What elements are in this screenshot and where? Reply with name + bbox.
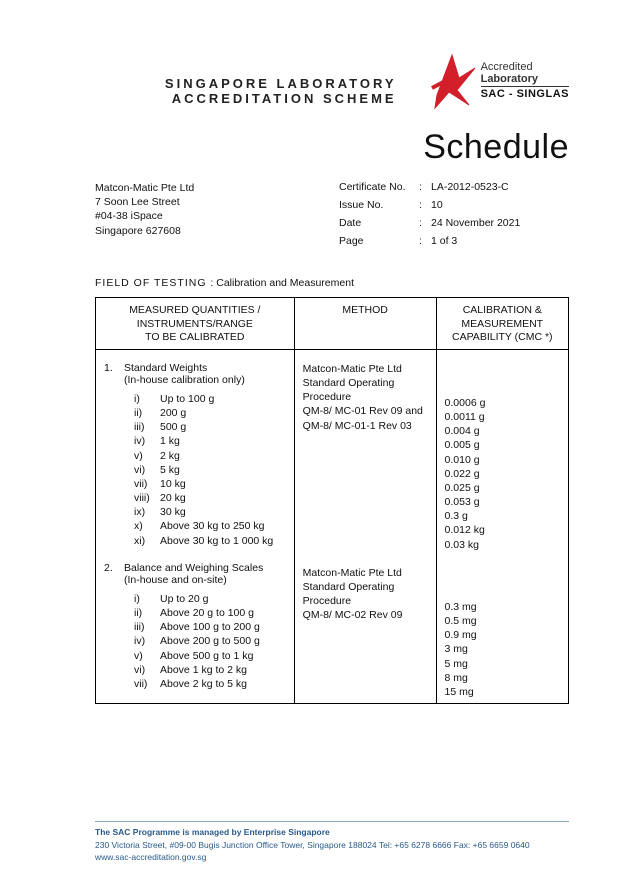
table-header-row: MEASURED QUANTITIES / INSTRUMENTS/RANGE … xyxy=(96,298,569,350)
page-value: 1 of 3 xyxy=(431,235,569,247)
field-label: FIELD OF TESTING xyxy=(95,277,206,289)
cmc-value: 0.0006 g xyxy=(445,396,560,410)
cmc-value: 0.004 g xyxy=(445,424,560,438)
list-item: xi)Above 30 kg to 1 000 kg xyxy=(134,534,286,548)
cmc-value: 0.012 kg xyxy=(445,523,560,537)
meta-issue: Issue No. : 10 xyxy=(339,199,569,211)
logo-accredited: Accredited xyxy=(481,61,569,73)
section1-title: Standard Weights (In-house calibration o… xyxy=(124,362,286,386)
header-line2: ACCREDITATION SCHEME xyxy=(95,91,427,106)
quantities-cell: 1. Standard Weights (In-house calibratio… xyxy=(96,349,295,703)
list-item: vii)Above 2 kg to 5 kg xyxy=(134,677,286,691)
section2-cmc: 0.3 mg0.5 mg0.9 mg3 mg5 mg8 mg15 mg xyxy=(445,600,560,699)
list-item: iii)500 g xyxy=(134,420,286,434)
list-item: i)Up to 20 g xyxy=(134,592,286,606)
info-block: Matcon-Matic Pte Ltd 7 Soon Lee Street #… xyxy=(95,181,569,253)
org-addr1: 7 Soon Lee Street xyxy=(95,195,194,209)
section1-head: 1. Standard Weights (In-house calibratio… xyxy=(104,362,286,386)
list-item: vii)10 kg xyxy=(134,477,286,491)
cmc-value: 0.03 kg xyxy=(445,538,560,552)
cmc-value: 0.3 mg xyxy=(445,600,560,614)
list-item: viii)20 kg xyxy=(134,491,286,505)
col-header-cmc: CALIBRATION & MEASUREMENT CAPABILITY (CM… xyxy=(436,298,568,350)
cmc-value: 0.053 g xyxy=(445,495,560,509)
cert-label: Certificate No. xyxy=(339,181,419,193)
list-item: iii)Above 100 g to 200 g xyxy=(134,620,286,634)
footer-line1: The SAC Programme is managed by Enterpri… xyxy=(95,826,569,839)
logo-text: Accredited Laboratory SAC - SINGLAS xyxy=(481,61,569,100)
cmc-value: 15 mg xyxy=(445,685,560,699)
logo-laboratory: Laboratory xyxy=(481,73,569,85)
cmc-value: 0.025 g xyxy=(445,481,560,495)
colon: : xyxy=(419,235,431,247)
org-addr2: #04-38 iSpace xyxy=(95,209,194,223)
cmc-value: 0.5 mg xyxy=(445,614,560,628)
table-body-row: 1. Standard Weights (In-house calibratio… xyxy=(96,349,569,703)
section1-cmc: 0.0006 g0.0011 g0.004 g0.005 g0.010 g0.0… xyxy=(445,396,560,552)
field-of-testing: FIELD OF TESTING : Calibration and Measu… xyxy=(95,277,569,289)
colon: : xyxy=(419,217,431,229)
list-item: ii)Above 20 g to 100 g xyxy=(134,606,286,620)
list-item: vi)Above 1 kg to 2 kg xyxy=(134,663,286,677)
date-value: 24 November 2021 xyxy=(431,217,569,229)
date-label: Date xyxy=(339,217,419,229)
org-addr3: Singapore 627608 xyxy=(95,224,194,238)
section2-num: 2. xyxy=(104,562,124,586)
colon: : xyxy=(419,199,431,211)
section1-items: i)Up to 100 gii)200 giii)500 giv)1 kgv)2… xyxy=(104,392,286,548)
footer: The SAC Programme is managed by Enterpri… xyxy=(95,821,569,864)
cmc-value: 5 mg xyxy=(445,657,560,671)
cmc-value: 0.010 g xyxy=(445,453,560,467)
page-label: Page xyxy=(339,235,419,247)
list-item: x)Above 30 kg to 250 kg xyxy=(134,519,286,533)
meta-page: Page : 1 of 3 xyxy=(339,235,569,247)
footer-line3: www.sac-accreditation.gov.sg xyxy=(95,851,569,864)
section1-method: Matcon-Matic Pte Ltd Standard Operating … xyxy=(303,362,428,433)
list-item: vi)5 kg xyxy=(134,463,286,477)
issue-label: Issue No. xyxy=(339,199,419,211)
meta-date: Date : 24 November 2021 xyxy=(339,217,569,229)
issue-value: 10 xyxy=(431,199,569,211)
cert-value: LA-2012-0523-C xyxy=(431,181,569,193)
list-item: iv)Above 200 g to 500 g xyxy=(134,634,286,648)
list-item: ii)200 g xyxy=(134,406,286,420)
method-cell: Matcon-Matic Pte Ltd Standard Operating … xyxy=(294,349,436,703)
list-item: v)Above 500 g to 1 kg xyxy=(134,649,286,663)
section1-num: 1. xyxy=(104,362,124,386)
address-block: Matcon-Matic Pte Ltd 7 Soon Lee Street #… xyxy=(95,181,194,253)
cmc-value: 0.005 g xyxy=(445,438,560,452)
org-name: Matcon-Matic Pte Ltd xyxy=(95,181,194,195)
star-icon xyxy=(427,50,477,110)
list-item: iv)1 kg xyxy=(134,434,286,448)
meta-cert: Certificate No. : LA-2012-0523-C xyxy=(339,181,569,193)
header: SINGAPORE LABORATORY ACCREDITATION SCHEM… xyxy=(95,50,569,110)
section2-head: 2. Balance and Weighing Scales (In-house… xyxy=(104,562,286,586)
cmc-cell: 0.0006 g0.0011 g0.004 g0.005 g0.010 g0.0… xyxy=(436,349,568,703)
cmc-value: 0.022 g xyxy=(445,467,560,481)
cmc-value: 8 mg xyxy=(445,671,560,685)
col-header-quantities: MEASURED QUANTITIES / INSTRUMENTS/RANGE … xyxy=(96,298,295,350)
col-header-method: METHOD xyxy=(294,298,436,350)
list-item: v)2 kg xyxy=(134,449,286,463)
section2-items: i)Up to 20 gii)Above 20 g to 100 giii)Ab… xyxy=(104,592,286,691)
header-title-block: SINGAPORE LABORATORY ACCREDITATION SCHEM… xyxy=(95,50,427,106)
section2-title: Balance and Weighing Scales (In-house an… xyxy=(124,562,286,586)
header-line1: SINGAPORE LABORATORY xyxy=(95,76,427,91)
list-item: ix)30 kg xyxy=(134,505,286,519)
cmc-value: 3 mg xyxy=(445,642,560,656)
cmc-value: 0.0011 g xyxy=(445,410,560,424)
schedule-title: Schedule xyxy=(95,128,569,167)
cmc-value: 0.3 g xyxy=(445,509,560,523)
field-value: : Calibration and Measurement xyxy=(210,277,354,289)
logo-sac: SAC - SINGLAS xyxy=(481,86,569,100)
footer-line2: 230 Victoria Street, #09-00 Bugis Juncti… xyxy=(95,839,569,852)
calibration-table: MEASURED QUANTITIES / INSTRUMENTS/RANGE … xyxy=(95,297,569,704)
section2-method: Matcon-Matic Pte Ltd Standard Operating … xyxy=(303,566,428,623)
cmc-value: 0.9 mg xyxy=(445,628,560,642)
meta-block: Certificate No. : LA-2012-0523-C Issue N… xyxy=(339,181,569,253)
list-item: i)Up to 100 g xyxy=(134,392,286,406)
colon: : xyxy=(419,181,431,193)
logo-block: Accredited Laboratory SAC - SINGLAS xyxy=(427,50,569,110)
